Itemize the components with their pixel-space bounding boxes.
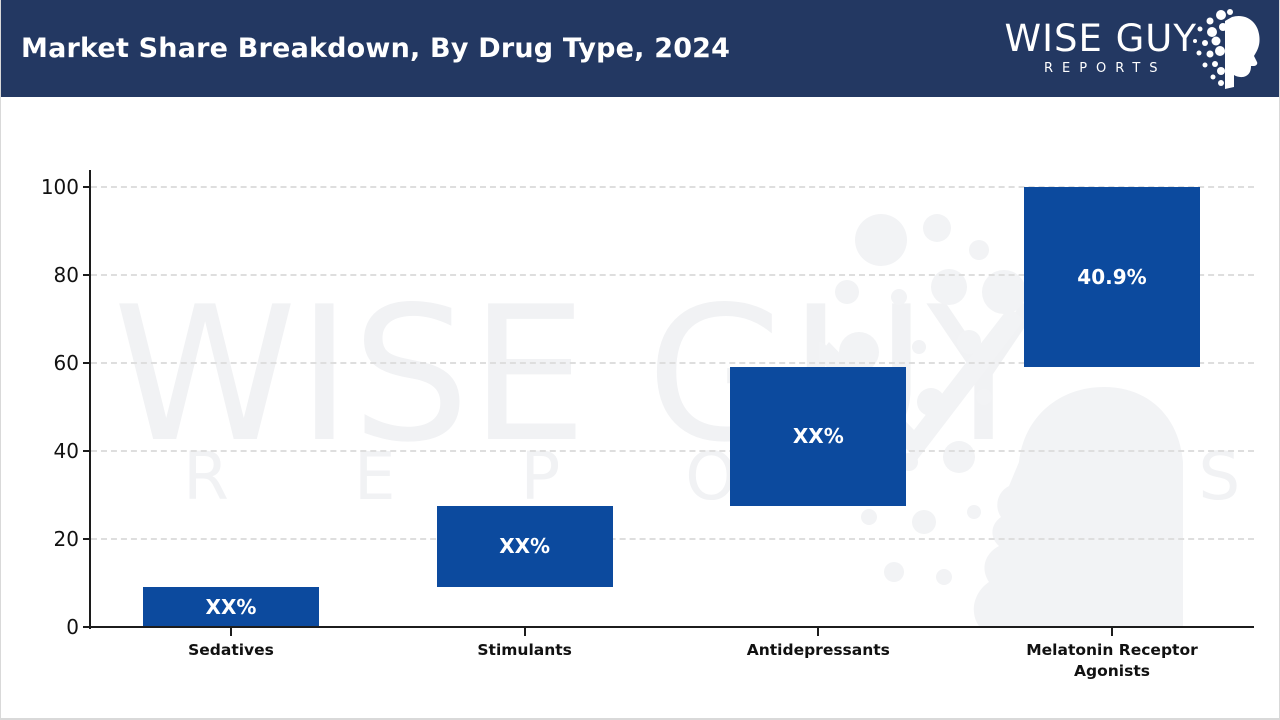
- wise-guy-reports-logo: WISE GUY REPORTS: [1005, 7, 1263, 91]
- y-tick-80: [83, 274, 91, 276]
- bar-segment: [1024, 187, 1200, 367]
- bar-value-label: XX%: [792, 424, 844, 449]
- bar-segment: [143, 586, 319, 627]
- gridline-80: [91, 274, 1254, 276]
- logo-subtitle: REPORTS: [1043, 61, 1167, 76]
- bar-value-label: 40.9%: [1077, 264, 1147, 289]
- y-tick-label: 80: [53, 263, 79, 287]
- category-label: Sedatives: [188, 641, 274, 659]
- x-tick: [230, 628, 232, 636]
- logo-face-icon: [1193, 8, 1260, 89]
- chart-title: Market Share Breakdown, By Drug Type, 20…: [21, 33, 731, 64]
- y-tick-20: [83, 538, 91, 540]
- header-band: Market Share Breakdown, By Drug Type, 20…: [1, 0, 1279, 97]
- category-label: Stimulants: [477, 641, 572, 659]
- y-tick-label: 100: [40, 175, 79, 199]
- category-label: Melatonin Receptor Agonists: [1026, 641, 1198, 680]
- x-tick: [523, 628, 526, 636]
- logo-text: WISE GUY REPORTS: [1005, 19, 1197, 78]
- gridline-60: [91, 362, 1254, 364]
- y-tick-0: [83, 626, 91, 628]
- x-axis-line: [91, 626, 1254, 628]
- y-tick-60: [83, 362, 91, 364]
- y-tick-100: [83, 186, 91, 188]
- y-tick-label: 40: [53, 439, 79, 463]
- x-tick: [1111, 628, 1113, 636]
- bar-segment: [436, 506, 613, 587]
- x-tick: [817, 628, 820, 636]
- y-tick-label: 0: [66, 615, 79, 639]
- gridline-100: [91, 186, 1254, 188]
- logo-wordmark: WISE GUY: [1004, 17, 1197, 60]
- bar-value-label: XX%: [499, 534, 551, 559]
- gridline-40: [91, 450, 1254, 452]
- y-tick-label: 20: [53, 527, 79, 551]
- gridline-20: [91, 538, 1254, 540]
- category-label: Antidepressants: [746, 641, 890, 659]
- bar-segment: [730, 366, 907, 506]
- bar-value-label: XX%: [205, 594, 257, 619]
- y-axis-line: [89, 170, 91, 629]
- y-tick-label: 60: [53, 351, 79, 375]
- y-tick-40: [83, 450, 91, 452]
